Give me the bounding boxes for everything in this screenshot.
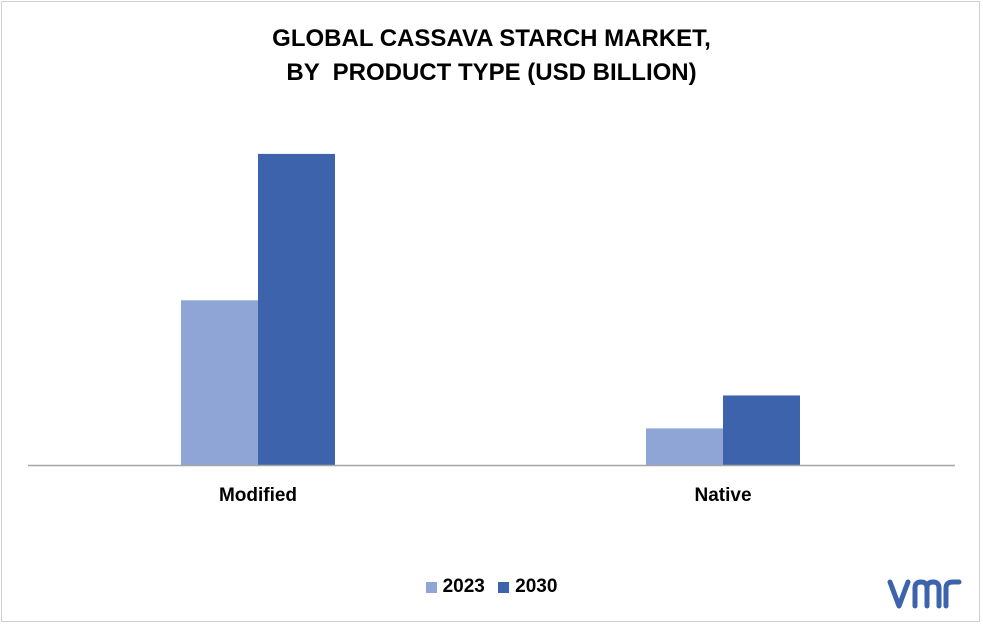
x-tick-label-native: Native <box>694 485 751 506</box>
legend-swatch-2023 <box>425 581 437 593</box>
chart-legend: 2023 2030 <box>0 576 983 599</box>
legend-label-2030: 2030 <box>515 576 558 597</box>
vmr-logo-icon <box>886 574 964 617</box>
chart-title: GLOBAL CASSAVA STARCH MARKET, BY PRODUCT… <box>0 22 983 90</box>
legend-swatch-2030 <box>498 581 510 593</box>
bar-native-2023 <box>646 428 723 465</box>
legend-label-2023: 2023 <box>442 576 485 597</box>
bar-modified-2030 <box>258 153 335 465</box>
bar-modified-2023 <box>181 300 258 465</box>
x-tick-label-modified: Modified <box>219 485 297 506</box>
legend-item-2030: 2030 <box>498 576 557 598</box>
bar-native-2030 <box>723 395 800 465</box>
chart-title-line-1: GLOBAL CASSAVA STARCH MARKET, <box>272 25 711 52</box>
legend-item-2023: 2023 <box>425 576 485 598</box>
chart-title-line-2: BY PRODUCT TYPE (USD BILLION) <box>286 59 697 86</box>
